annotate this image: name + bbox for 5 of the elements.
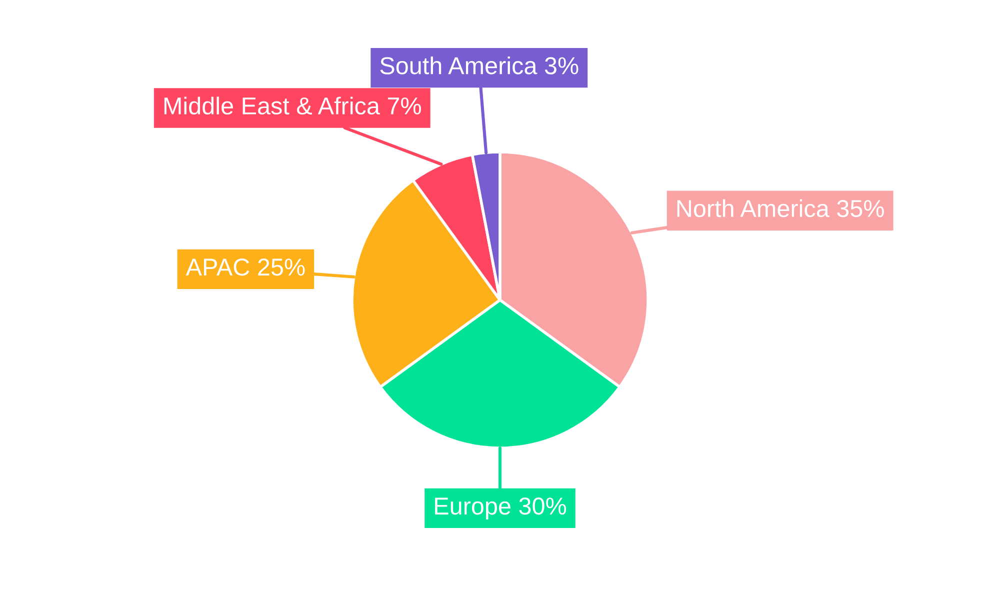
slice-label: North America 35% [677,199,884,218]
slice-label: APAC 25% [186,258,305,276]
slice-label: Middle East & Africa 7% [164,96,421,115]
slice-label: South America 3% [380,56,578,74]
slice-label: Europe 30% [435,497,566,520]
